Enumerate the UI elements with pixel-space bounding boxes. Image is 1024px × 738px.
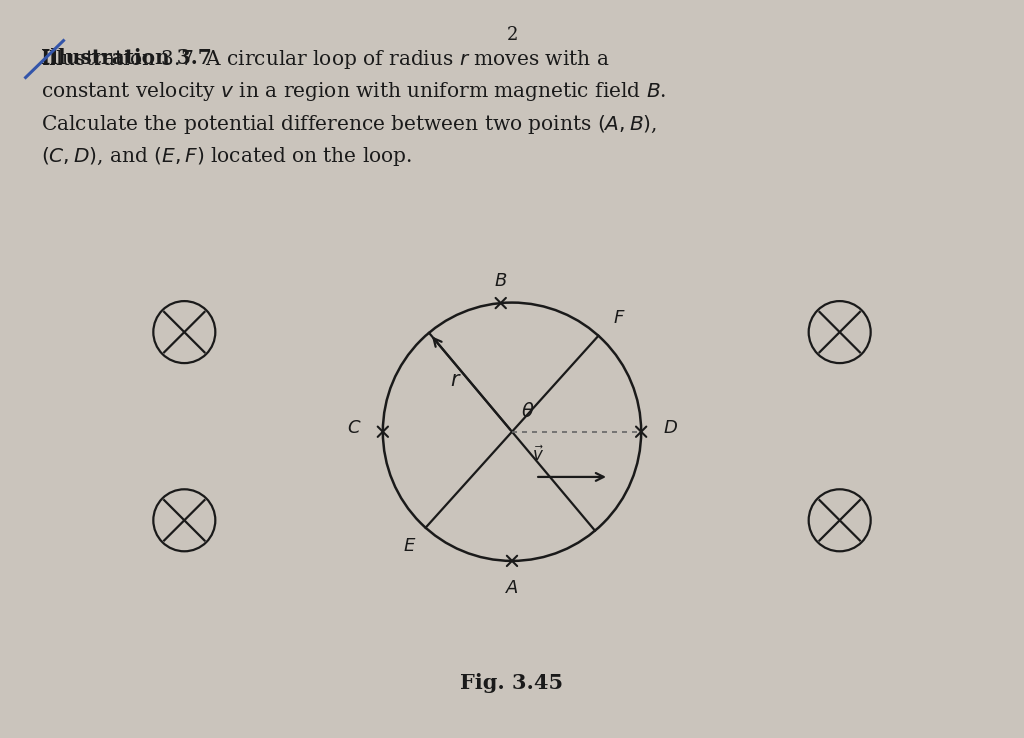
Text: $C$: $C$ <box>347 419 361 437</box>
Text: $B$: $B$ <box>495 272 507 291</box>
Text: $\theta$: $\theta$ <box>521 402 535 421</box>
Text: $E$: $E$ <box>403 537 417 555</box>
Text: $A$: $A$ <box>505 579 519 597</box>
Text: Illustration 3.7: Illustration 3.7 <box>41 48 212 68</box>
Text: $D$: $D$ <box>663 419 678 437</box>
Text: $F$: $F$ <box>613 308 626 327</box>
Text: $\vec{v}$: $\vec{v}$ <box>531 445 544 465</box>
Text: Fig. 3.45: Fig. 3.45 <box>461 672 563 693</box>
Text: 2: 2 <box>506 26 518 44</box>
Text: Illustration 3.7  A circular loop of radius $r$ moves with a
constant velocity $: Illustration 3.7 A circular loop of radi… <box>41 48 667 168</box>
Text: $r$: $r$ <box>451 371 462 390</box>
